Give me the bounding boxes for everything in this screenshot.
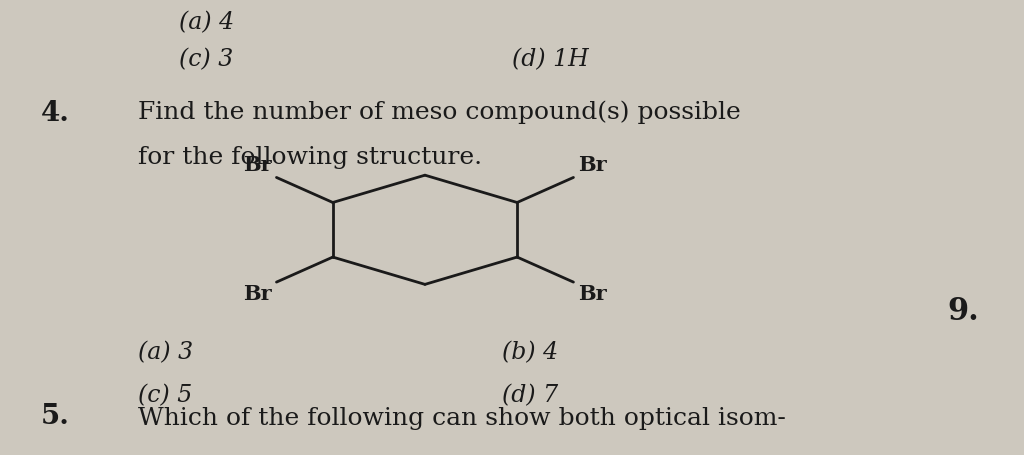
- Text: (b) 4: (b) 4: [502, 341, 558, 364]
- Text: (a) 3: (a) 3: [138, 341, 194, 364]
- Text: Br: Br: [243, 155, 271, 175]
- Text: Br: Br: [243, 284, 271, 304]
- Text: for the following structure.: for the following structure.: [138, 146, 482, 169]
- Text: (c) 5: (c) 5: [138, 384, 193, 408]
- Text: (a) 4: (a) 4: [179, 11, 234, 35]
- Text: (d) 1H: (d) 1H: [512, 48, 589, 71]
- Text: 5.: 5.: [41, 403, 70, 430]
- Text: 9.: 9.: [947, 296, 979, 327]
- Text: Find the number of meso compound(s) possible: Find the number of meso compound(s) poss…: [138, 100, 741, 124]
- Text: (c) 3: (c) 3: [179, 48, 233, 71]
- Text: (d) 7: (d) 7: [502, 384, 558, 408]
- Text: Br: Br: [579, 284, 607, 304]
- Text: Which of the following can show both optical isom-: Which of the following can show both opt…: [138, 407, 786, 430]
- Text: Br: Br: [579, 155, 607, 175]
- Text: 4.: 4.: [41, 100, 70, 127]
